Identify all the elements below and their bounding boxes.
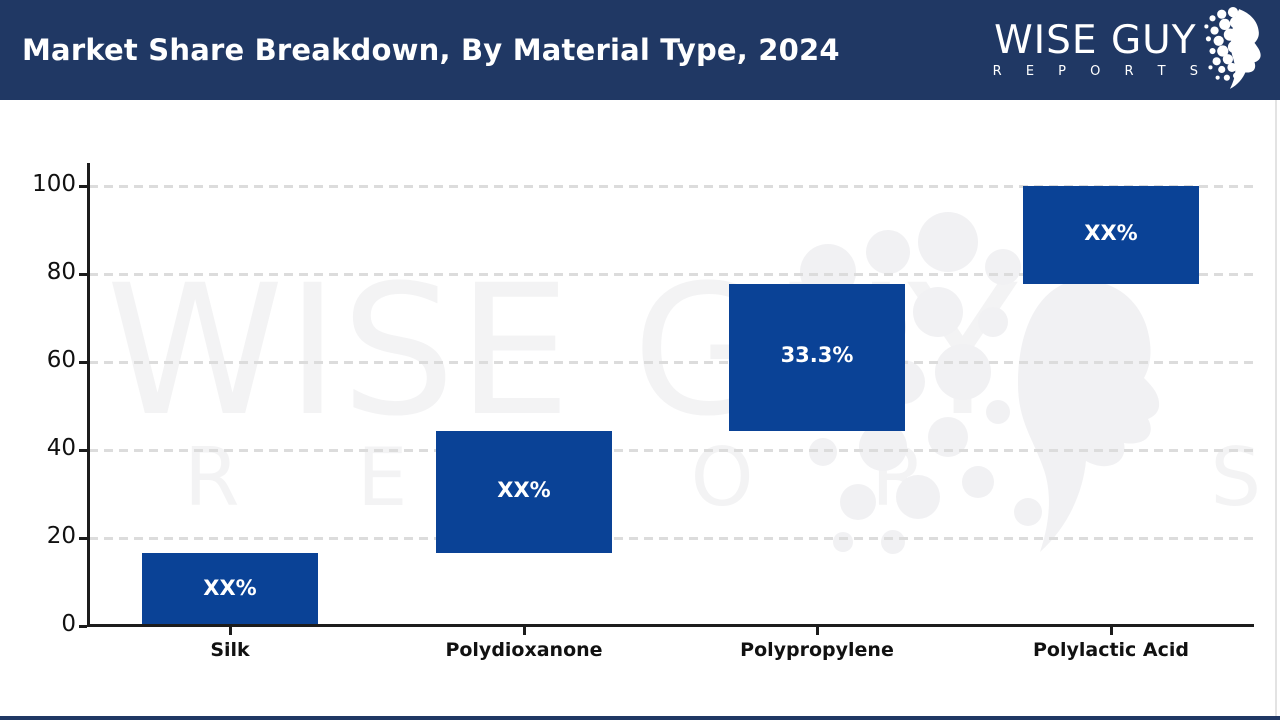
right-edge-border [1275, 100, 1277, 716]
x-tick-3 [1110, 627, 1113, 635]
y-tick-80 [79, 273, 87, 276]
x-tick-2 [816, 627, 819, 635]
y-tick-60 [79, 361, 87, 364]
y-tick-label-60: 60 [46, 347, 76, 373]
x-tick-label-0: Silk [210, 639, 250, 661]
y-tick-label-40: 40 [46, 435, 76, 461]
bar-polylactic-acid [1023, 186, 1199, 285]
x-tick-label-3: Polylactic Acid [1032, 639, 1190, 661]
gridline-20 [89, 537, 1254, 540]
logo-name: WISE GUY [994, 18, 1197, 63]
x-tick-label-1: Polydioxanone [445, 639, 603, 661]
y-tick-100 [79, 185, 87, 188]
x-tick-label-2: Polypropylene [740, 639, 894, 661]
logo-text: WISE GUY R E P O R T S [983, 18, 1208, 80]
bar-value-label: XX% [1084, 221, 1138, 246]
wise-guy-logo: WISE GUY R E P O R T S [983, 7, 1264, 92]
bar-polydioxanone [436, 430, 612, 554]
bar-silk [142, 553, 318, 626]
chart-title: Market Share Breakdown, By Material Type… [22, 33, 840, 67]
footer-bar [0, 716, 1280, 720]
bar-polypropylene [729, 284, 905, 431]
y-tick-20 [79, 537, 87, 540]
x-tick-1 [523, 627, 526, 635]
y-tick-label-100: 100 [32, 171, 76, 197]
y-tick-40 [79, 449, 87, 452]
gridline-100 [89, 185, 1254, 188]
y-tick-label-0: 0 [61, 611, 76, 637]
y-axis-spine [87, 163, 90, 626]
header-bar: Market Share Breakdown, By Material Type… [0, 0, 1280, 100]
bar-value-label: XX% [203, 575, 257, 600]
gridline-40 [89, 449, 1254, 452]
bar-value-label: XX% [497, 478, 551, 503]
logo-tagline: R E P O R T S [992, 64, 1208, 79]
x-axis-spine [87, 624, 1254, 627]
y-tick-label-20: 20 [46, 523, 76, 549]
bar-value-label: 33.3% [780, 343, 854, 368]
gridline-80 [89, 273, 1254, 276]
gridline-60 [89, 361, 1254, 364]
logo-face-icon [1204, 7, 1261, 89]
y-tick-0 [79, 625, 87, 628]
y-tick-label-80: 80 [46, 259, 76, 285]
x-tick-0 [229, 627, 232, 635]
